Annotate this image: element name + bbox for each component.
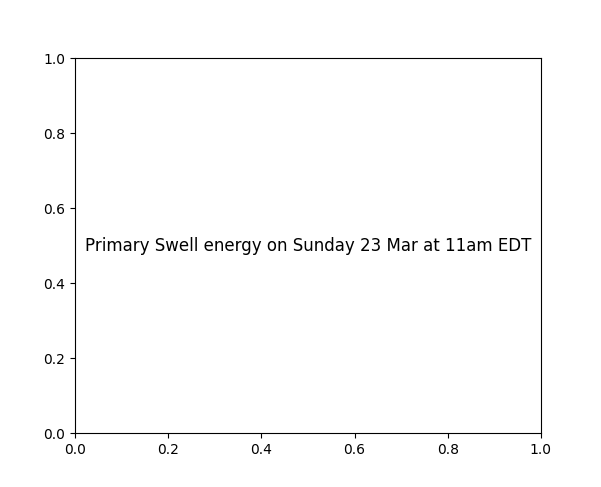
Text: Primary Swell energy on Sunday 23 Mar at 11am EDT: Primary Swell energy on Sunday 23 Mar at… — [85, 237, 531, 255]
